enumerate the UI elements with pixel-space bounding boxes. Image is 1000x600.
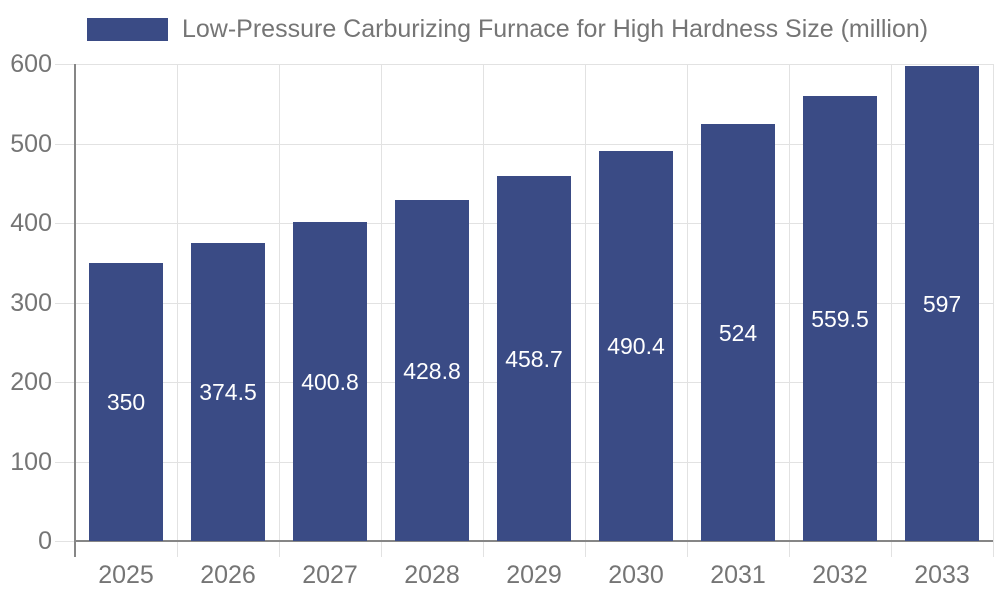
- bar: [497, 176, 571, 541]
- bar: [89, 263, 163, 541]
- x-gridline: [381, 64, 382, 557]
- x-axis-tick-label: 2032: [812, 561, 868, 589]
- bar-value-label: 350: [106, 389, 146, 415]
- bar-value-label: 597: [922, 291, 962, 317]
- x-axis-tick-label: 2028: [404, 561, 460, 589]
- bar-value-label: 490.4: [607, 333, 665, 359]
- bar-value-label: 524: [718, 320, 758, 346]
- x-gridline: [687, 64, 688, 557]
- y-axis-tick-label: 300: [10, 289, 52, 317]
- y-gridline: [55, 64, 993, 65]
- x-gridline: [279, 64, 280, 557]
- bar: [701, 124, 775, 541]
- y-axis-tick-label: 0: [38, 527, 52, 555]
- x-axis-tick-label: 2033: [914, 561, 970, 589]
- x-gridline: [177, 64, 178, 557]
- x-axis-tick-label: 2030: [608, 561, 664, 589]
- x-axis-tick-label: 2027: [302, 561, 358, 589]
- y-gridline: [55, 144, 993, 145]
- bar-value-label: 374.5: [199, 379, 257, 405]
- x-axis-tick-label: 2031: [710, 561, 766, 589]
- bar: [293, 222, 367, 541]
- legend-label: Low-Pressure Carburizing Furnace for Hig…: [182, 15, 929, 43]
- bar: [803, 96, 877, 541]
- legend-swatch: [87, 18, 168, 41]
- bar-value-label: 428.8: [403, 358, 461, 384]
- bar: [395, 200, 469, 541]
- x-gridline: [789, 64, 790, 557]
- x-gridline: [585, 64, 586, 557]
- y-axis-tick-label: 600: [10, 50, 52, 78]
- x-gridline: [891, 64, 892, 557]
- bar-value-label: 400.8: [301, 369, 359, 395]
- y-axis-tick-label: 100: [10, 448, 52, 476]
- y-axis-tick-label: 200: [10, 368, 52, 396]
- x-axis-tick-label: 2026: [200, 561, 256, 589]
- legend-item[interactable]: Low-Pressure Carburizing Furnace for Hig…: [87, 15, 928, 44]
- x-gridline: [483, 64, 484, 557]
- bar-value-label: 559.5: [811, 306, 869, 332]
- bar: [191, 243, 265, 541]
- bar: [599, 151, 673, 541]
- y-axis-tick-label: 500: [10, 130, 52, 158]
- x-axis-line: [75, 540, 993, 542]
- x-axis-tick-label: 2029: [506, 561, 562, 589]
- y-axis-line: [74, 64, 76, 557]
- bar: [905, 66, 979, 541]
- x-gridline: [993, 64, 994, 557]
- x-axis-tick-label: 2025: [98, 561, 154, 589]
- y-axis-tick-label: 400: [10, 209, 52, 237]
- bar-value-label: 458.7: [505, 346, 563, 372]
